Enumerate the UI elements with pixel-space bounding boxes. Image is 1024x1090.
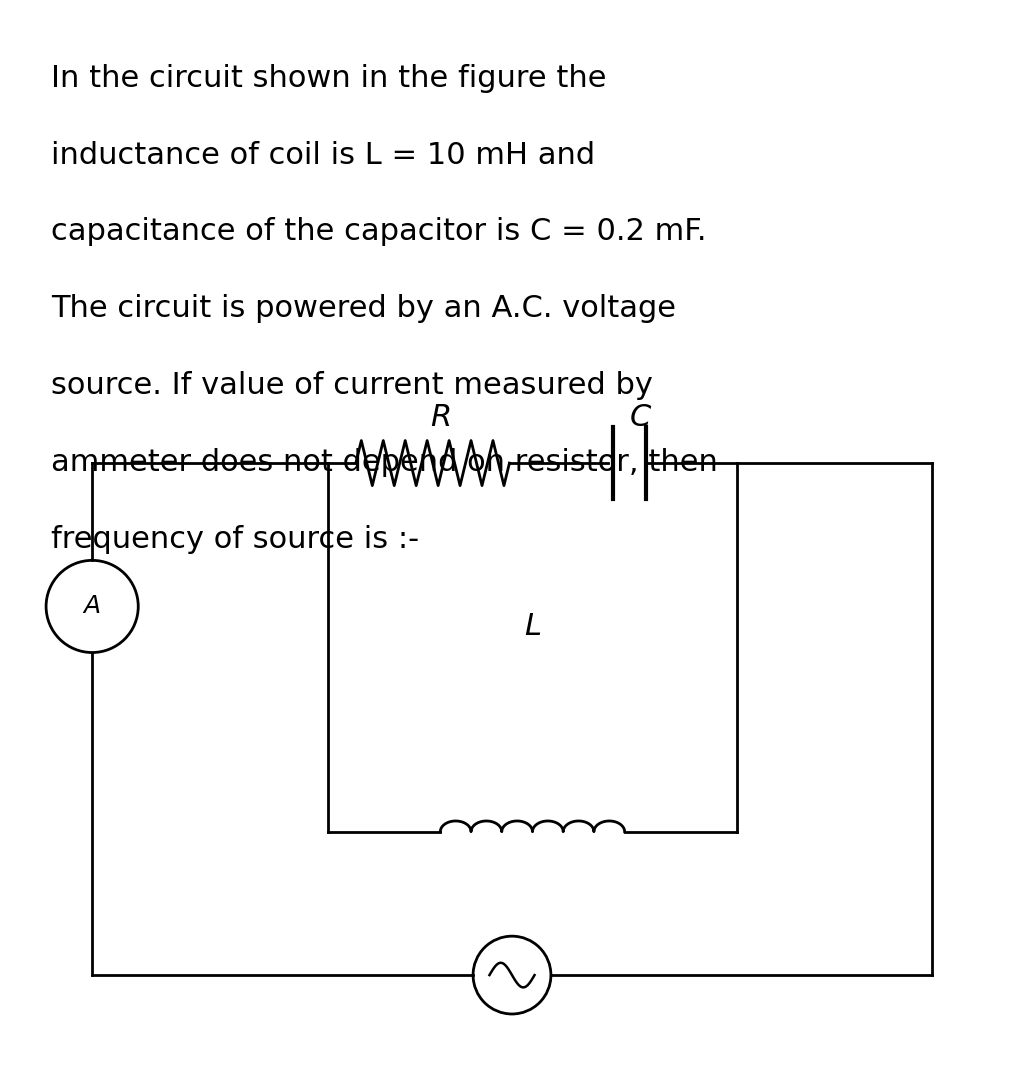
Text: L: L: [524, 613, 541, 641]
Text: source. If value of current measured by: source. If value of current measured by: [51, 371, 653, 400]
Text: C: C: [630, 402, 650, 432]
Text: The circuit is powered by an A.C. voltage: The circuit is powered by an A.C. voltag…: [51, 294, 676, 323]
Text: inductance of coil is L = 10 mH and: inductance of coil is L = 10 mH and: [51, 141, 595, 170]
Text: R: R: [430, 402, 451, 432]
Text: A: A: [84, 594, 100, 618]
Text: frequency of source is :-: frequency of source is :-: [51, 524, 419, 554]
Text: In the circuit shown in the figure the: In the circuit shown in the figure the: [51, 63, 606, 93]
Text: ammeter does not depend on resistor, then: ammeter does not depend on resistor, the…: [51, 448, 718, 476]
Text: capacitance of the capacitor is C = 0.2 mF.: capacitance of the capacitor is C = 0.2 …: [51, 217, 707, 246]
